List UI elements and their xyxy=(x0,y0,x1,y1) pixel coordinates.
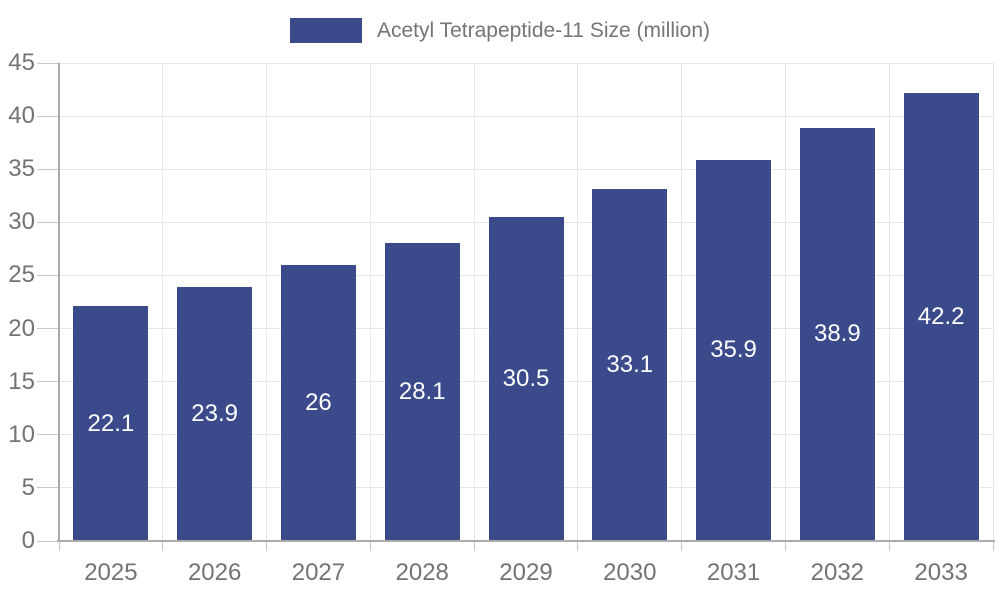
y-tick-mark xyxy=(37,540,59,542)
bar-value-label: 26 xyxy=(305,388,332,416)
x-axis-tick-label: 2025 xyxy=(84,559,138,586)
y-tick-mark xyxy=(37,434,59,436)
legend-label: Acetyl Tetrapeptide-11 Size (million) xyxy=(376,18,711,42)
x-axis-tick-label: 2032 xyxy=(810,559,865,586)
x-tick-mark xyxy=(473,541,475,551)
y-axis-tick-label: 10 xyxy=(8,420,35,448)
bar-2026 xyxy=(177,287,253,541)
y-axis-tick-label: 30 xyxy=(8,208,35,236)
bar-2031 xyxy=(696,159,772,541)
v-gridline xyxy=(162,63,164,541)
y-axis-tick-label: 0 xyxy=(21,527,35,554)
y-axis-tick-label: 40 xyxy=(8,102,35,130)
y-axis-tick-label: 5 xyxy=(21,473,35,501)
y-tick-mark xyxy=(37,328,59,330)
x-tick-mark xyxy=(888,541,890,551)
x-axis-tick-label: 2029 xyxy=(499,559,553,586)
v-gridline xyxy=(888,63,890,541)
y-axis-tick-label: 35 xyxy=(8,155,35,183)
y-axis-line xyxy=(58,63,60,541)
h-gridline xyxy=(59,168,993,170)
bar-value-label: 42.2 xyxy=(917,302,965,330)
y-tick-mark xyxy=(37,221,59,223)
h-gridline xyxy=(59,115,993,117)
v-gridline xyxy=(473,63,475,541)
y-tick-mark xyxy=(37,274,59,276)
bar-value-label: 30.5 xyxy=(502,365,550,392)
h-gridline xyxy=(59,62,993,64)
bar-2027 xyxy=(280,264,356,541)
bar-value-label: 22.1 xyxy=(87,409,135,437)
bar-value-label: 38.9 xyxy=(813,320,861,348)
bar-2028 xyxy=(384,242,460,541)
x-tick-mark xyxy=(784,541,786,551)
y-tick-mark xyxy=(37,381,59,383)
bar-2025 xyxy=(73,306,149,541)
x-tick-mark xyxy=(162,541,164,551)
v-gridline xyxy=(992,63,994,541)
y-tick-mark xyxy=(37,168,59,170)
x-tick-mark xyxy=(58,541,60,551)
x-tick-mark xyxy=(992,541,994,551)
bar-2033 xyxy=(903,92,979,541)
legend-item[interactable]: Acetyl Tetrapeptide-11 Size (million) xyxy=(0,16,1000,44)
x-axis-tick-label: 2033 xyxy=(914,559,968,586)
x-axis-tick-label: 2031 xyxy=(706,559,761,586)
bar-value-label: 33.1 xyxy=(606,351,654,379)
bar-value-label: 28.1 xyxy=(398,377,446,405)
v-gridline xyxy=(784,63,786,541)
v-gridline xyxy=(369,63,371,541)
y-axis-tick-label: 45 xyxy=(8,49,35,76)
x-axis-line xyxy=(57,540,995,542)
bar-value-label: 23.9 xyxy=(191,400,239,428)
bar-value-label: 35.9 xyxy=(710,336,757,364)
y-tick-mark xyxy=(37,487,59,489)
x-axis-tick-label: 2030 xyxy=(603,559,657,586)
legend-swatch xyxy=(289,17,362,43)
x-tick-mark xyxy=(681,541,683,551)
x-axis-tick-label: 2027 xyxy=(291,559,346,586)
y-tick-mark xyxy=(37,115,59,117)
bar-2029 xyxy=(488,217,564,541)
x-tick-mark xyxy=(577,541,579,551)
x-axis-tick-label: 2026 xyxy=(187,559,242,586)
bar-2030 xyxy=(592,189,668,541)
v-gridline xyxy=(266,63,268,541)
v-gridline xyxy=(577,63,579,541)
bar-2032 xyxy=(799,127,875,541)
y-tick-mark xyxy=(37,62,59,64)
x-tick-mark xyxy=(266,541,268,551)
y-axis-tick-label: 20 xyxy=(8,314,35,342)
x-tick-mark xyxy=(369,541,371,551)
y-axis-tick-label: 25 xyxy=(8,261,35,289)
y-axis-tick-label: 15 xyxy=(8,367,35,395)
v-gridline xyxy=(681,63,683,541)
x-axis-tick-label: 2028 xyxy=(395,559,449,586)
